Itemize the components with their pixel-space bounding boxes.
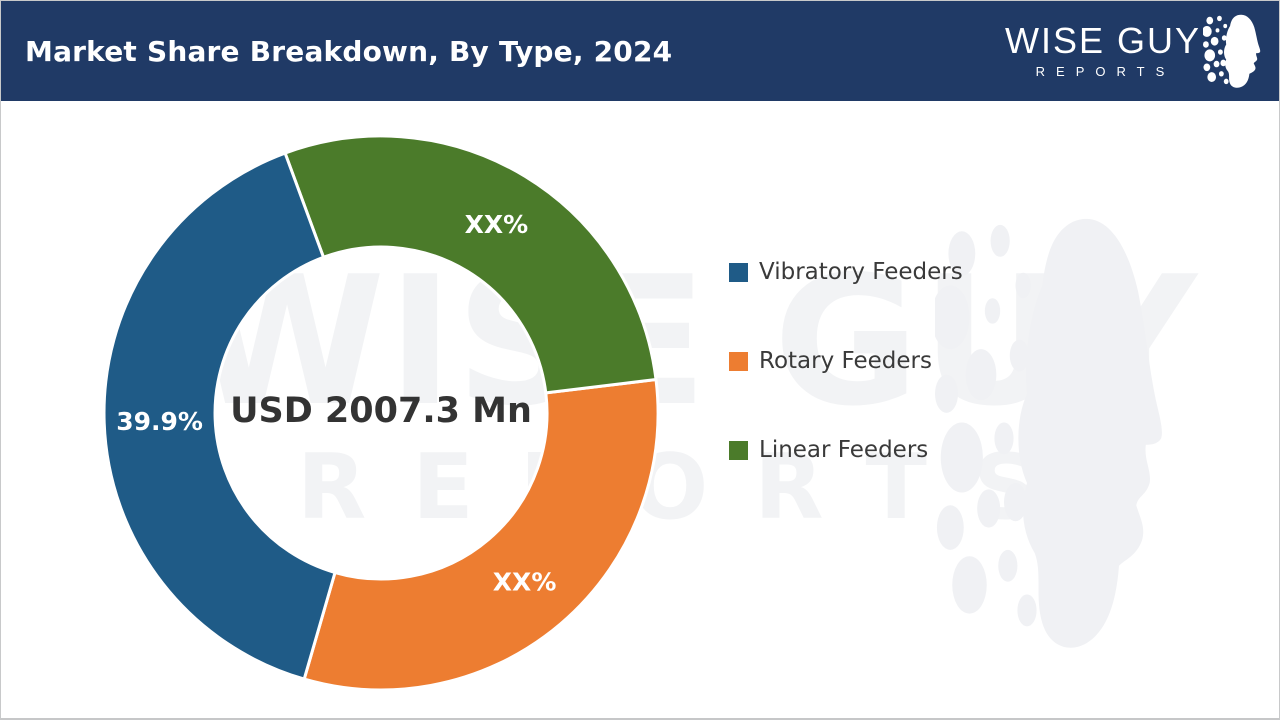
legend-item-vibratory-feeders[interactable]: Vibratory Feeders	[729, 259, 963, 285]
logo-reports-label: REPORTS	[1035, 64, 1176, 79]
chart-legend: Vibratory Feeders Rotary Feeders Linear …	[729, 259, 963, 463]
logo-wiseguy-label: WISE GUY	[1004, 20, 1201, 61]
legend-item-rotary-feeders[interactable]: Rotary Feeders	[729, 348, 963, 374]
segment-label-linear-feeders: XX%	[465, 210, 529, 239]
segment-label-vibratory-feeders: 39.9%	[116, 407, 203, 436]
legend-swatch-blue	[729, 262, 748, 282]
legend-label: Vibratory Feeders	[759, 259, 963, 285]
chart-center-value: USD 2007.3 Mn	[230, 391, 532, 431]
segment-label-rotary-feeders: XX%	[493, 568, 557, 597]
legend-label: Rotary Feeders	[759, 348, 932, 374]
page-title: Market Share Breakdown, By Type, 2024	[25, 34, 673, 68]
donut-segment-linear-feeders[interactable]	[283, 134, 658, 395]
legend-item-linear-feeders[interactable]: Linear Feeders	[729, 437, 963, 463]
legend-swatch-orange	[729, 351, 748, 371]
donut-segment-vibratory-feeders[interactable]	[102, 151, 337, 681]
donut-segment-rotary-feeders[interactable]	[302, 378, 660, 692]
legend-swatch-green	[729, 440, 748, 460]
wiseguy-logo: WISE GUY REPORTS	[1005, 13, 1261, 89]
logo-text: WISE GUY REPORTS	[1004, 20, 1201, 80]
header: Market Share Breakdown, By Type, 2024 WI…	[1, 1, 1279, 101]
legend-label: Linear Feeders	[759, 437, 929, 463]
